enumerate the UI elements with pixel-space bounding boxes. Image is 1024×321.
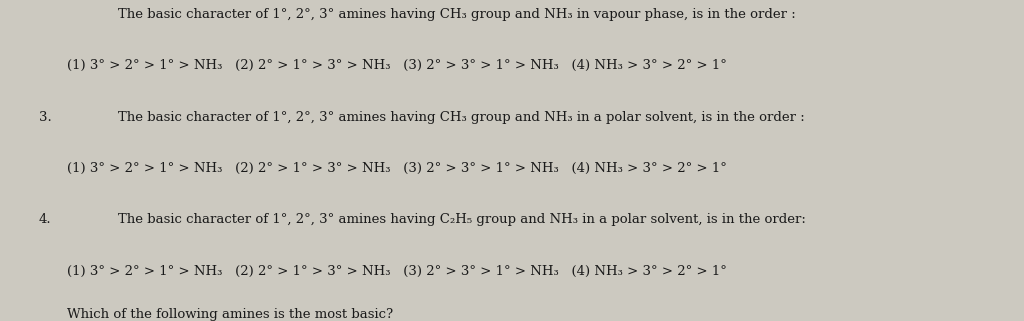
Text: The basic character of 1°, 2°, 3° amines having CH₃ group and NH₃ in vapour phas: The basic character of 1°, 2°, 3° amines… <box>118 8 796 21</box>
Text: The basic character of 1°, 2°, 3° amines having CH₃ group and NH₃ in a polar sol: The basic character of 1°, 2°, 3° amines… <box>118 111 805 124</box>
Text: Which of the following amines is the most basic?: Which of the following amines is the mos… <box>67 308 392 321</box>
Text: The basic character of 1°, 2°, 3° amines having C₂H₅ group and NH₃ in a polar so: The basic character of 1°, 2°, 3° amines… <box>118 213 806 226</box>
Text: (1) 3° > 2° > 1° > NH₃   (2) 2° > 1° > 3° > NH₃   (3) 2° > 3° > 1° > NH₃   (4) N: (1) 3° > 2° > 1° > NH₃ (2) 2° > 1° > 3° … <box>67 59 726 72</box>
Text: 4.: 4. <box>39 213 51 226</box>
Text: (1) 3° > 2° > 1° > NH₃   (2) 2° > 1° > 3° > NH₃   (3) 2° > 3° > 1° > NH₃   (4) N: (1) 3° > 2° > 1° > NH₃ (2) 2° > 1° > 3° … <box>67 162 726 175</box>
Text: 3.: 3. <box>39 111 51 124</box>
Text: (1) 3° > 2° > 1° > NH₃   (2) 2° > 1° > 3° > NH₃   (3) 2° > 3° > 1° > NH₃   (4) N: (1) 3° > 2° > 1° > NH₃ (2) 2° > 1° > 3° … <box>67 265 726 278</box>
